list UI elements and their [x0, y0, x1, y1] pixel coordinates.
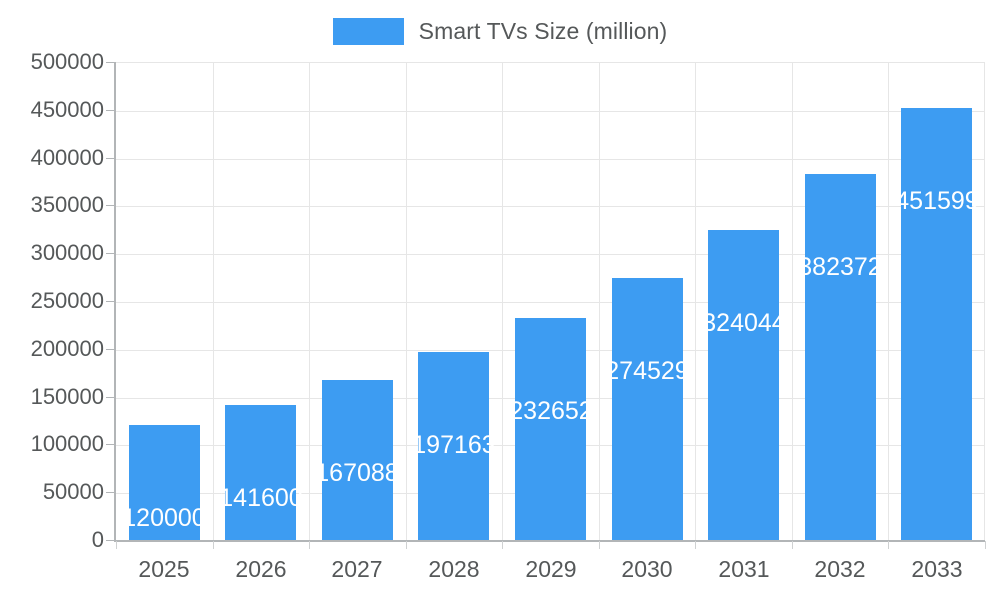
- gridline-vertical: [309, 63, 310, 541]
- y-axis-tick-mark: [106, 540, 115, 541]
- x-axis-tick-mark: [888, 541, 889, 549]
- gridline-vertical: [406, 63, 407, 541]
- y-axis-tick-label: 500000: [30, 49, 104, 74]
- y-axis-tick-label: 50000: [42, 479, 104, 505]
- x-axis-tick-label: 2033: [911, 556, 963, 582]
- gridline-vertical: [792, 63, 793, 541]
- y-axis-tick-label: 100000: [30, 431, 104, 457]
- x-axis-tick-label: 2030: [621, 556, 673, 582]
- gridline-horizontal: [116, 158, 985, 160]
- x-axis-tick-mark: [502, 541, 503, 549]
- x-axis-tick-label: 2028: [428, 556, 480, 582]
- x-axis-tick-mark: [695, 541, 696, 549]
- x-axis-tick-mark: [792, 541, 793, 549]
- y-axis-tick-label: 150000: [30, 383, 104, 409]
- x-axis-tick-label: 2029: [525, 556, 577, 582]
- gridline-horizontal: [116, 110, 985, 112]
- chart-legend: Smart TVs Size (million): [0, 14, 1000, 48]
- y-axis-tick-label: 400000: [30, 144, 104, 170]
- bar[interactable]: [901, 108, 972, 540]
- x-axis-tick-mark: [116, 541, 117, 549]
- y-axis-tick-mark: [106, 444, 115, 446]
- x-axis-tick-label: 2025: [138, 556, 190, 582]
- x-axis-tick-label: 2032: [814, 556, 866, 582]
- y-axis-tick-mark: [106, 348, 115, 350]
- gridline-horizontal: [116, 302, 985, 303]
- y-axis-line: [114, 62, 116, 541]
- bar[interactable]: [805, 174, 876, 540]
- y-axis-tick-label: 300000: [30, 240, 104, 266]
- y-axis-tick-label: 200000: [30, 335, 104, 361]
- gridline-horizontal: [116, 206, 985, 208]
- y-axis-tick-mark: [106, 253, 115, 255]
- y-axis-tick-mark: [106, 492, 115, 494]
- legend-entry-smart-tvs-size[interactable]: Smart TVs Size (million): [332, 17, 668, 45]
- bar[interactable]: [129, 425, 200, 540]
- x-axis-tick-label: 2027: [331, 556, 383, 582]
- y-axis-tick-label: 450000: [30, 96, 104, 122]
- gridline-vertical: [695, 63, 696, 541]
- x-axis-line: [114, 540, 985, 542]
- y-axis-tick-mark: [106, 157, 115, 159]
- x-axis-tick-label: 2026: [235, 556, 287, 582]
- bar[interactable]: [515, 318, 586, 540]
- legend-entry-label: Smart TVs Size (million): [418, 17, 668, 44]
- x-axis-tick-mark: [213, 541, 214, 549]
- x-axis-tick-label: 2031: [718, 556, 770, 582]
- bar[interactable]: [708, 230, 779, 540]
- gridline-vertical: [888, 63, 889, 541]
- legend-color-swatch-icon: [332, 17, 404, 45]
- gridline-vertical: [213, 63, 214, 541]
- bar[interactable]: [322, 380, 393, 540]
- gridline-horizontal: [116, 254, 985, 256]
- y-axis-tick-label: 250000: [30, 288, 104, 313]
- y-axis-tick-label: 350000: [30, 192, 104, 218]
- y-axis-tick-mark: [106, 62, 115, 63]
- y-axis-tick-mark: [106, 301, 115, 302]
- y-axis-tick-mark: [106, 396, 115, 398]
- x-axis-tick-mark: [599, 541, 600, 549]
- y-axis-tick-mark: [106, 205, 115, 207]
- x-axis-tick-mark: [309, 541, 310, 549]
- plot-area: 120000 141600 167088 197163 232652 274529 3240…: [116, 62, 985, 541]
- gridline-vertical: [502, 63, 503, 541]
- x-axis-tick-mark: [406, 541, 407, 549]
- bar[interactable]: [225, 405, 296, 540]
- bar[interactable]: [612, 278, 683, 540]
- y-axis-tick-label: 0: [91, 527, 104, 552]
- bar[interactable]: [418, 352, 489, 540]
- y-axis-tick-mark: [106, 109, 115, 111]
- x-axis-tick-mark: [985, 541, 986, 549]
- gridline-vertical: [599, 63, 600, 541]
